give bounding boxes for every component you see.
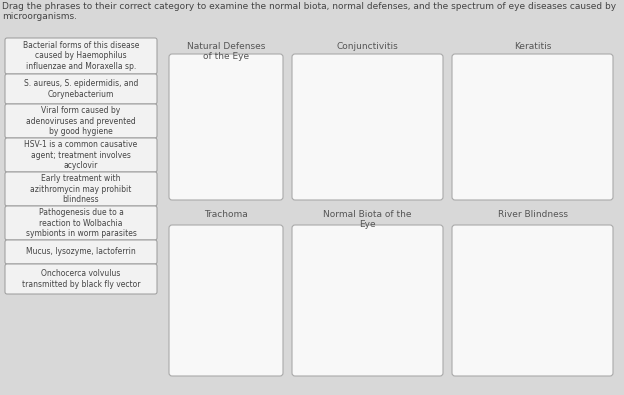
- FancyBboxPatch shape: [452, 54, 613, 200]
- FancyBboxPatch shape: [292, 54, 443, 200]
- Text: Pathogenesis due to a
reaction to Wolbachia
symbionts in worm parasites: Pathogenesis due to a reaction to Wolbac…: [26, 208, 137, 238]
- FancyBboxPatch shape: [169, 225, 283, 376]
- Text: Onchocerca volvulus
transmitted by black fly vector: Onchocerca volvulus transmitted by black…: [22, 269, 140, 289]
- Text: microorganisms.: microorganisms.: [2, 12, 77, 21]
- FancyBboxPatch shape: [5, 240, 157, 264]
- Text: Conjunctivitis: Conjunctivitis: [336, 42, 398, 51]
- Text: Normal Biota of the
Eye: Normal Biota of the Eye: [323, 210, 412, 229]
- FancyBboxPatch shape: [452, 225, 613, 376]
- FancyBboxPatch shape: [5, 74, 157, 104]
- Text: Natural Defenses
of the Eye: Natural Defenses of the Eye: [187, 42, 265, 61]
- Text: S. aureus, S. epidermidis, and
Corynebacterium: S. aureus, S. epidermidis, and Corynebac…: [24, 79, 138, 99]
- Text: Keratitis: Keratitis: [514, 42, 551, 51]
- FancyBboxPatch shape: [5, 38, 157, 74]
- FancyBboxPatch shape: [169, 54, 283, 200]
- FancyBboxPatch shape: [5, 206, 157, 240]
- Text: River Blindness: River Blindness: [497, 210, 567, 219]
- FancyBboxPatch shape: [5, 138, 157, 172]
- Text: Viral form caused by
adenoviruses and prevented
by good hygiene: Viral form caused by adenoviruses and pr…: [26, 106, 136, 136]
- FancyBboxPatch shape: [5, 104, 157, 138]
- Text: Drag the phrases to their correct category to examine the normal biota, normal d: Drag the phrases to their correct catego…: [2, 2, 616, 11]
- Text: Trachoma: Trachoma: [204, 210, 248, 219]
- FancyBboxPatch shape: [5, 264, 157, 294]
- Text: Mucus, lysozyme, lactoferrin: Mucus, lysozyme, lactoferrin: [26, 248, 136, 256]
- Text: HSV-1 is a common causative
agent; treatment involves
acyclovir: HSV-1 is a common causative agent; treat…: [24, 140, 138, 170]
- FancyBboxPatch shape: [5, 172, 157, 206]
- FancyBboxPatch shape: [292, 225, 443, 376]
- Text: Early treatment with
azithromycin may prohibit
blindness: Early treatment with azithromycin may pr…: [31, 174, 132, 204]
- Text: Bacterial forms of this disease
caused by Haemophilus
influenzae and Moraxella s: Bacterial forms of this disease caused b…: [23, 41, 139, 71]
